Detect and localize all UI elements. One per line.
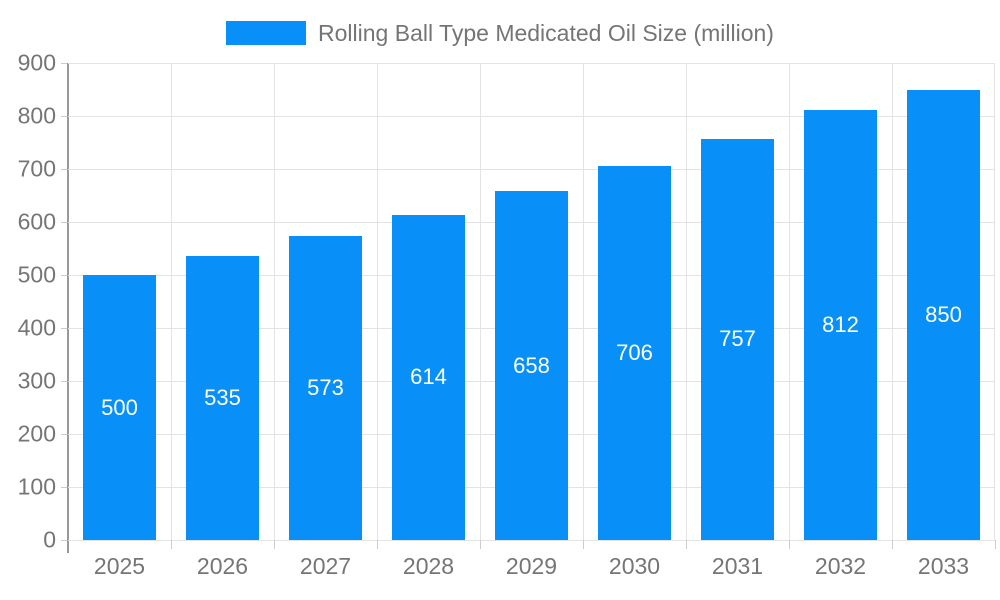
gridline-h	[68, 168, 995, 170]
x-tick-mark	[686, 540, 687, 549]
gridline-v	[788, 63, 790, 540]
bar-value-label: 500	[101, 394, 138, 420]
bar-2032[interactable]: 812	[804, 109, 877, 540]
y-tick-mark	[61, 381, 67, 382]
y-tick-label: 900	[17, 49, 56, 76]
legend-swatch[interactable]	[226, 21, 307, 45]
gridline-v	[582, 63, 584, 540]
legend-label[interactable]: Rolling Ball Type Medicated Oil Size (mi…	[318, 20, 774, 46]
x-tick-label-2025: 2025	[93, 553, 146, 579]
bar-value-label: 706	[616, 339, 653, 365]
gridline-v	[170, 63, 172, 540]
y-tick-label: 500	[17, 261, 56, 288]
y-tick-mark	[61, 63, 67, 64]
gridline-h	[68, 115, 995, 117]
bar-value-label: 535	[204, 385, 241, 411]
y-tick-mark	[61, 487, 67, 488]
x-tick-mark	[789, 540, 790, 549]
legend[interactable]: Rolling Ball Type Medicated Oil Size (mi…	[0, 20, 1000, 46]
x-tick-label-2026: 2026	[196, 553, 249, 579]
y-tick-label: 0	[43, 526, 56, 553]
plot-area: 500 535 573 614 658 706 757 812 850	[68, 62, 995, 541]
x-tick-label-2033: 2033	[917, 553, 970, 579]
bar-2025[interactable]: 500	[83, 275, 156, 540]
y-axis-line	[67, 63, 69, 553]
bar-value-label: 573	[307, 375, 344, 401]
gridline-v	[273, 63, 275, 540]
bar-value-label: 812	[822, 311, 859, 337]
bar-2033[interactable]: 850	[907, 89, 980, 540]
x-tick-label-2028: 2028	[402, 553, 455, 579]
bar-2030[interactable]: 706	[598, 165, 671, 540]
y-tick-mark	[61, 275, 67, 276]
y-tick-mark	[61, 434, 67, 435]
y-tick-label: 200	[17, 420, 56, 447]
y-tick-label: 300	[17, 367, 56, 394]
gridline-v	[479, 63, 481, 540]
gridline-v	[376, 63, 378, 540]
x-tick-mark	[377, 540, 378, 549]
x-tick-label-2027: 2027	[299, 553, 352, 579]
bar-2028[interactable]: 614	[392, 214, 465, 540]
x-tick-mark	[892, 540, 893, 549]
bar-value-label: 658	[513, 352, 550, 378]
x-tick-mark	[274, 540, 275, 549]
y-tick-label: 600	[17, 208, 56, 235]
x-tick-mark	[171, 540, 172, 549]
y-tick-mark	[61, 540, 67, 541]
bar-2031[interactable]: 757	[701, 138, 774, 540]
bar-value-label: 757	[719, 326, 756, 352]
y-tick-label: 100	[17, 473, 56, 500]
bar-2026[interactable]: 535	[186, 256, 259, 540]
gridline-h	[68, 539, 995, 541]
y-tick-mark	[61, 222, 67, 223]
bar-value-label: 850	[925, 301, 962, 327]
x-tick-mark	[583, 540, 584, 549]
y-tick-label: 400	[17, 314, 56, 341]
gridline-v	[993, 63, 995, 540]
bar-value-label: 614	[410, 364, 447, 390]
x-tick-label-2030: 2030	[608, 553, 661, 579]
y-tick-label: 800	[17, 102, 56, 129]
gridline-v	[891, 63, 893, 540]
bar-2029[interactable]: 658	[495, 191, 568, 540]
y-tick-mark	[61, 116, 67, 117]
bar-2027[interactable]: 573	[289, 236, 362, 540]
y-tick-mark	[61, 169, 67, 170]
gridline-v	[685, 63, 687, 540]
x-tick-label-2032: 2032	[814, 553, 867, 579]
x-tick-mark	[995, 540, 996, 549]
x-tick-label-2029: 2029	[505, 553, 558, 579]
gridline-h	[68, 62, 995, 64]
y-tick-label: 700	[17, 155, 56, 182]
x-tick-mark	[480, 540, 481, 549]
y-tick-mark	[61, 328, 67, 329]
x-tick-label-2031: 2031	[711, 553, 764, 579]
